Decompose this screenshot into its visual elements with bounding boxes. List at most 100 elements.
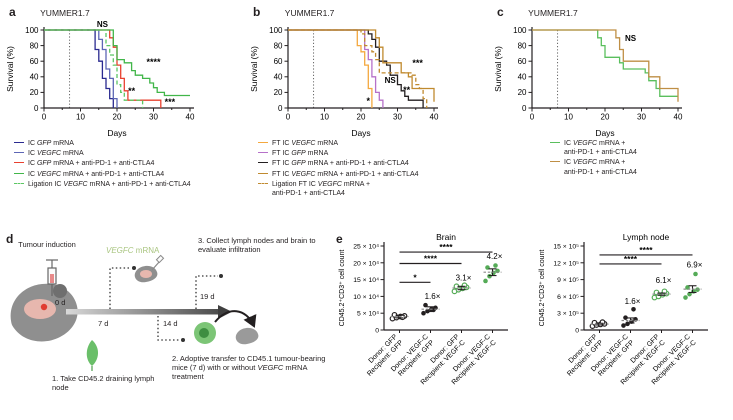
data-point — [461, 282, 468, 289]
y-tick-label: 12 × 10⁵ — [553, 260, 579, 267]
significance-annotation: ** — [403, 85, 411, 95]
x-tick-label: 10 — [320, 113, 329, 122]
legend-swatch — [14, 182, 24, 184]
y-tick-label: 40 — [30, 73, 39, 82]
y-tick-label: 9 × 10⁵ — [557, 277, 579, 284]
legend-a: IC GFP mRNA IC VEGFC mRNA IC GFP mRNA + an… — [14, 139, 244, 189]
data-point — [625, 321, 630, 327]
panel-letter-c: c — [497, 5, 504, 19]
legend-label: Ligation IC VEGFC mRNA + anti-PD-1 + ant… — [28, 180, 191, 188]
legend-item: Ligation IC VEGFC mRNA + anti-PD-1 + ant… — [14, 180, 244, 189]
connector-19d-dot — [219, 274, 223, 278]
y-axis-label: Survival (%) — [493, 46, 503, 92]
y-tick-label: 100 — [269, 26, 283, 35]
panel-e: e Brain 0 5 × 10⁴ 10 × 10⁴ 15 × 10⁴ 20 × 10⁴ 2… — [330, 230, 733, 415]
axes — [531, 27, 682, 109]
y-tick-label: 20 — [518, 88, 527, 97]
y-tick-label: 0 — [34, 104, 39, 113]
survival-curve — [44, 29, 118, 108]
data-point — [421, 310, 426, 316]
y-tick-label: 15 × 10⁴ — [353, 277, 379, 284]
fold-change-label: 4.2× — [487, 252, 503, 261]
significance-annotation: *** — [412, 58, 423, 68]
y-tick-label: 40 — [518, 73, 527, 82]
y-tick-label: 15 × 10⁵ — [553, 244, 579, 251]
x-tick-label: 30 — [637, 113, 646, 122]
data-point — [487, 273, 492, 279]
x-tick-label: 40 — [430, 113, 439, 122]
panel-title-a: YUMMER1.7 — [40, 8, 90, 18]
legend-item: IC VEGFC mRNA + anti-PD-1 + anti-CTLA4 — [550, 139, 732, 157]
survival-curve — [44, 29, 114, 108]
panel-letter-e: e — [336, 232, 343, 246]
y-tick-label: 6 × 10⁵ — [557, 294, 579, 301]
axes — [287, 27, 438, 109]
transfer-arrow — [214, 310, 257, 328]
significance-annotation: * — [367, 96, 371, 106]
legend-label: Ligation FT IC VEGFC mRNA + anti-PD-1 + a… — [272, 180, 371, 198]
timeline-7d-label: 7 d — [98, 319, 109, 328]
legend-swatch — [14, 152, 24, 154]
legend-label: IC VEGFC mRNA + anti-PD-1 + anti-CTLA4 — [28, 170, 165, 178]
legend-swatch — [14, 172, 24, 174]
legend-swatch — [14, 162, 24, 164]
panel-c-head: c YUMMER1.7 — [488, 3, 732, 20]
step2-label: 2. Adoptive transfer to CD45.1 tumour-be… — [172, 354, 326, 381]
y-tick-label: 0 — [278, 104, 283, 113]
panel-title-c: YUMMER1.7 — [528, 8, 578, 18]
y-axis-label: Survival (%) — [5, 46, 15, 92]
x-tick-label: 10 — [564, 113, 573, 122]
significance-annotation: NS — [385, 76, 397, 85]
survival-curve — [288, 29, 424, 108]
y-tick-label: 0 — [522, 104, 527, 113]
legend-item: IC GFP mRNA — [14, 139, 244, 148]
legend-label: FT IC VEGFC mRNA + anti-PD-1 + anti-CTLA… — [272, 170, 419, 178]
connector-19d — [195, 275, 218, 309]
survival-chart-c: 0 10 20 30 40 0 20 40 60 80 100 Days Survival (%) NS — [493, 26, 683, 138]
x-tick-label: 20 — [601, 113, 610, 122]
step3-label: 3. Collect lymph nodes and brain to eval… — [198, 236, 316, 254]
survival-curve — [288, 29, 373, 108]
significance-annotation: **** — [146, 57, 161, 67]
data-point — [693, 271, 698, 277]
y-tick-label: 40 — [274, 73, 283, 82]
y-tick-label: 25 × 10⁴ — [353, 244, 379, 251]
vegfc-mrna-label: VEGFC mRNA — [106, 246, 160, 255]
legend-item: IC VEGFC mRNA + anti-PD-1 + anti-CTLA4 — [14, 170, 244, 179]
syringe-icon — [46, 259, 58, 296]
legend-item: FT IC VEGFC mRNA — [258, 139, 488, 148]
x-tick-label: 10 — [76, 113, 85, 122]
timeline-19d-label: 19 d — [200, 292, 215, 301]
legend-item: FT IC GFP mRNA + anti-PD-1 + anti-CTLA4 — [258, 159, 488, 168]
fold-change-label: 6.1× — [656, 276, 672, 285]
brain-plot-wrap: Brain 0 5 × 10⁴ 10 × 10⁴ 15 × 10⁴ 20 × 10⁴ 25 … — [336, 230, 536, 420]
fold-change-label: 3.1× — [456, 273, 472, 282]
legend-swatch — [550, 142, 560, 143]
x-tick-label: 40 — [186, 113, 195, 122]
panel-title-b: YUMMER1.7 — [284, 8, 335, 18]
data-point — [621, 323, 626, 328]
tumour-induction-label: Tumour induction — [18, 240, 76, 249]
y-tick-label: 3 × 10⁵ — [557, 311, 579, 318]
panel-letter-a: a — [9, 5, 16, 19]
timeline-0d-label: 0 d — [55, 298, 66, 307]
y-tick-label: 5 × 10⁴ — [357, 311, 379, 318]
y-tick-label: 10 × 10⁴ — [353, 294, 379, 301]
survival-curve — [44, 29, 144, 108]
panel-a: a YUMMER1.7 0 10 20 30 40 0 20 40 60 80 100 Days Sur… — [0, 0, 244, 230]
data-point — [683, 295, 688, 300]
x-axis-label: Days — [351, 128, 370, 138]
plot-title: Lymph node — [623, 232, 670, 242]
y-tick-label: 0 — [575, 328, 579, 335]
panel-b-head: b YUMMER1.7 — [244, 3, 488, 20]
x-tick-label: 30 — [393, 113, 402, 122]
y-tick-label: 60 — [518, 57, 527, 66]
panel-letter-b: b — [253, 5, 261, 19]
legend-item: FT IC VEGFC mRNA + anti-PD-1 + anti-CTLA… — [258, 170, 488, 179]
panel-letter-d: d — [6, 232, 14, 246]
y-axis-label: CD45.2⁺CD3⁺ cell count — [539, 250, 546, 327]
x-tick-label: 0 — [530, 113, 535, 122]
lymph-node-icon — [86, 340, 99, 371]
fold-change-label: 1.6× — [625, 297, 641, 306]
survival-curve — [532, 29, 679, 102]
